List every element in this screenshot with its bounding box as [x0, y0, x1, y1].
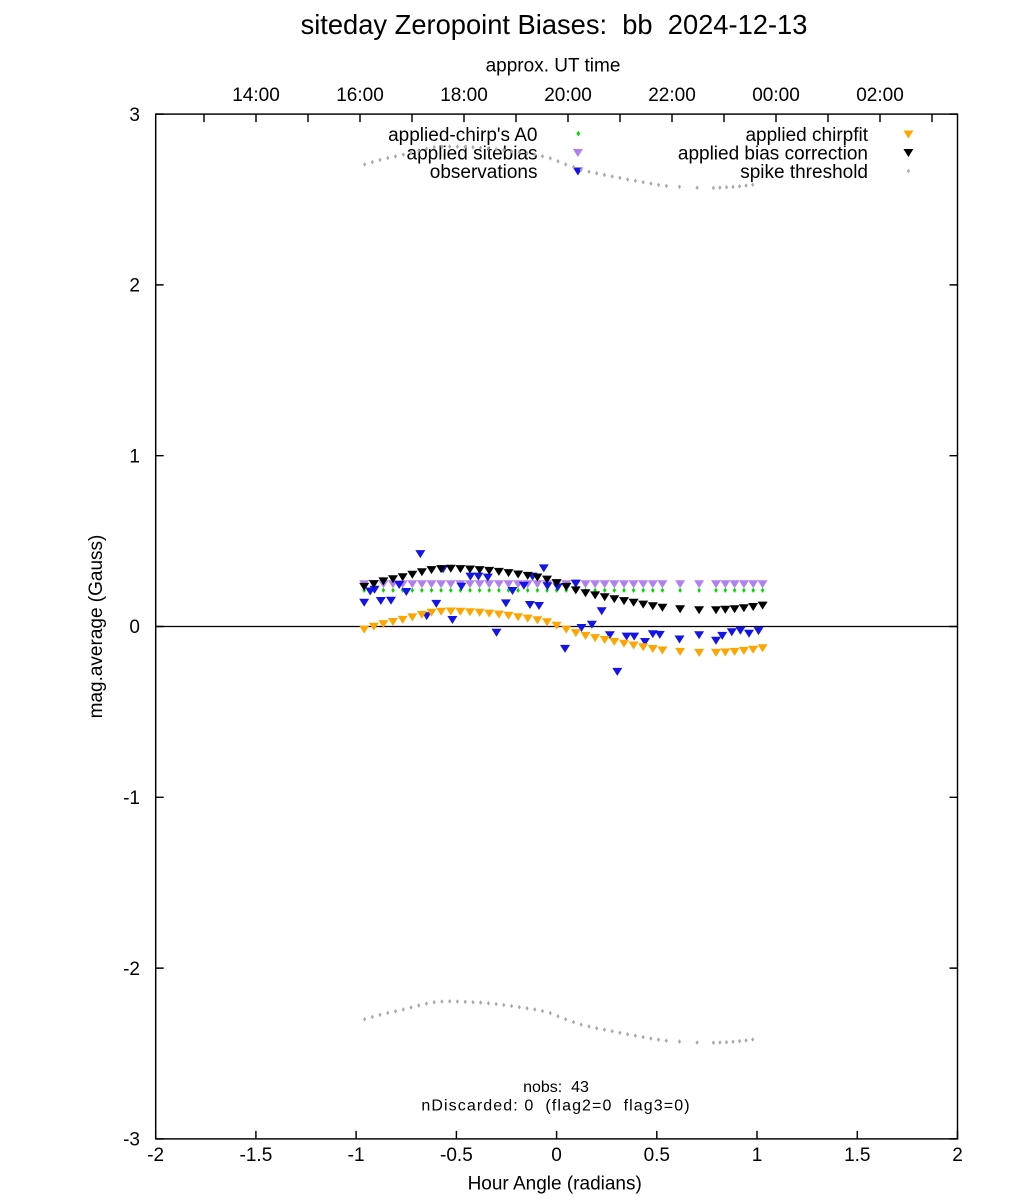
svg-text:18:00: 18:00 [440, 85, 488, 106]
svg-text:16:00: 16:00 [336, 85, 384, 106]
svg-text:22:00: 22:00 [648, 85, 696, 106]
svg-text:3: 3 [129, 105, 140, 126]
svg-text:applied-chirp's A0: applied-chirp's A0 [388, 125, 537, 146]
svg-text:00:00: 00:00 [752, 85, 800, 106]
svg-text:Hour Angle (radians): Hour Angle (radians) [468, 1174, 642, 1195]
svg-text:approx. UT time: approx. UT time [486, 56, 621, 77]
svg-text:-2: -2 [147, 1145, 164, 1166]
svg-text:mag.average (Gauss): mag.average (Gauss) [86, 535, 107, 719]
svg-text:nobs: 43: nobs: 43 [523, 1079, 589, 1096]
svg-text:spike threshold: spike threshold [740, 162, 868, 183]
svg-text:1.5: 1.5 [844, 1145, 870, 1166]
svg-text:-1: -1 [123, 788, 140, 809]
svg-text:1: 1 [752, 1145, 763, 1166]
svg-text:0: 0 [551, 1145, 562, 1166]
svg-text:2: 2 [952, 1145, 963, 1166]
svg-text:-3: -3 [123, 1130, 140, 1151]
svg-text:applied bias correction: applied bias correction [678, 143, 868, 164]
svg-text:-1.5: -1.5 [240, 1145, 273, 1166]
svg-text:observations: observations [430, 162, 538, 183]
svg-text:applied chirpfit: applied chirpfit [745, 125, 868, 146]
svg-text:0: 0 [129, 617, 140, 638]
svg-text:1: 1 [129, 446, 140, 467]
svg-text:0.5: 0.5 [644, 1145, 670, 1166]
svg-text:-1: -1 [348, 1145, 365, 1166]
svg-text:siteday Zeropoint Biases: bb: siteday Zeropoint Biases: bb 2024-12-13 [301, 9, 808, 40]
svg-text:-2: -2 [123, 959, 140, 980]
svg-text:02:00: 02:00 [856, 85, 904, 106]
svg-text:20:00: 20:00 [544, 85, 592, 106]
svg-text:14:00: 14:00 [232, 85, 280, 106]
svg-text:2: 2 [129, 276, 140, 297]
svg-text:applied sitebias: applied sitebias [407, 143, 538, 164]
svg-text:nDiscarded: 0 (flag2=0 flag3: nDiscarded: 0 (flag2=0 flag3=0) [421, 1098, 690, 1115]
svg-text:-0.5: -0.5 [440, 1145, 473, 1166]
